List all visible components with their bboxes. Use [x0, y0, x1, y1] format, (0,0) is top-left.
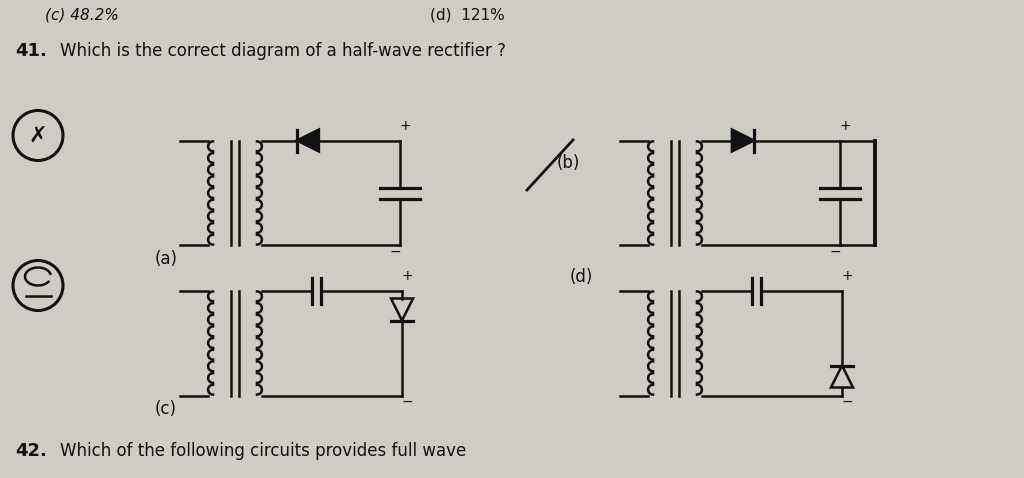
Text: (b): (b): [557, 154, 581, 172]
Text: Which of the following circuits provides full wave: Which of the following circuits provides…: [60, 442, 466, 460]
Text: −: −: [841, 394, 853, 409]
Text: +: +: [401, 270, 413, 283]
Text: (c) 48.2%: (c) 48.2%: [45, 8, 119, 23]
Text: +: +: [840, 120, 851, 133]
Text: (d): (d): [570, 269, 593, 286]
Text: (c): (c): [155, 400, 177, 417]
Text: −: −: [389, 245, 400, 259]
Text: (a): (a): [155, 250, 178, 268]
Text: ✗: ✗: [29, 126, 47, 145]
Text: +: +: [841, 270, 853, 283]
Text: 41.: 41.: [15, 42, 47, 60]
Text: Which is the correct diagram of a half-wave rectifier ?: Which is the correct diagram of a half-w…: [60, 42, 506, 60]
Text: (d)  121%: (d) 121%: [430, 8, 505, 23]
Text: −: −: [401, 394, 413, 409]
Text: 42.: 42.: [15, 442, 47, 460]
Polygon shape: [732, 130, 754, 152]
Polygon shape: [297, 130, 318, 152]
Text: +: +: [399, 120, 411, 133]
Text: −: −: [829, 245, 841, 259]
